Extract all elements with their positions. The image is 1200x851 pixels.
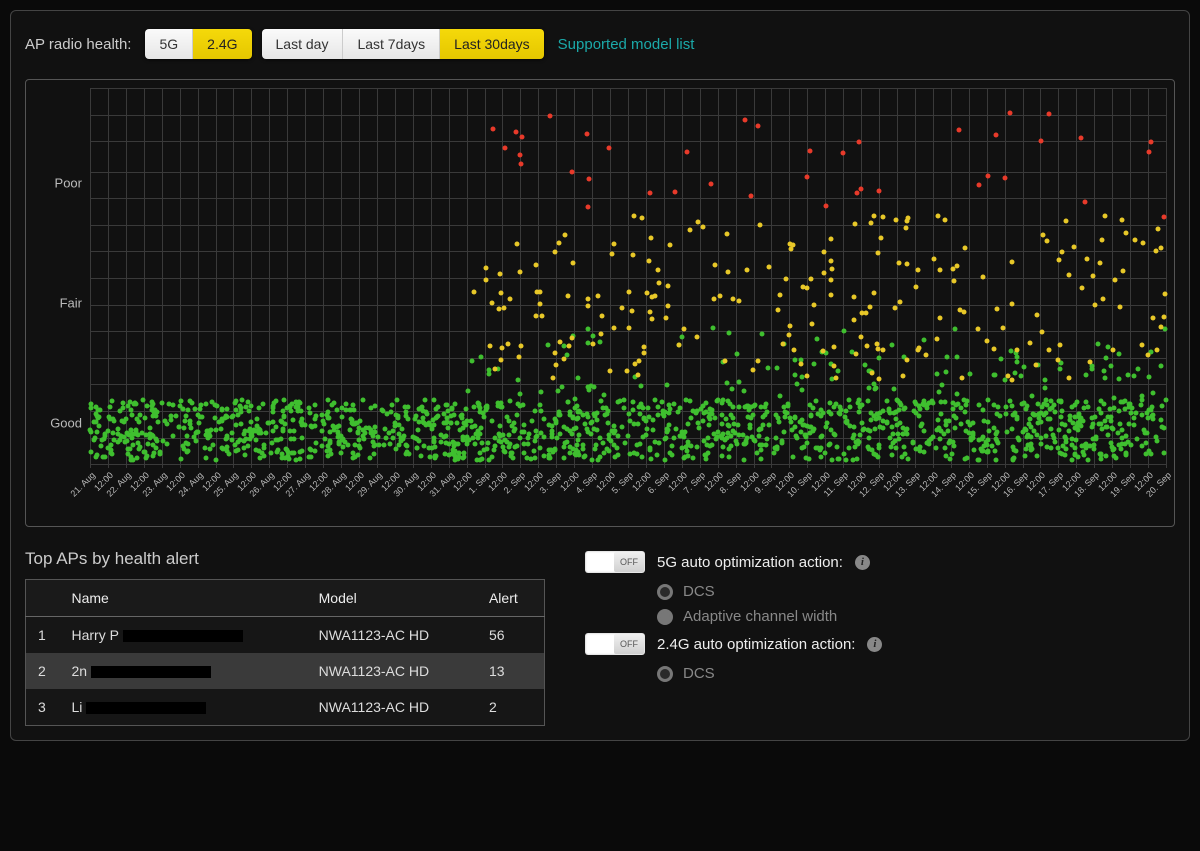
radio-icon: [657, 584, 673, 600]
y-axis-label: Fair: [60, 296, 82, 311]
filter-label: AP radio health:: [25, 36, 131, 53]
top-aps-table: NameModelAlert 1Harry P NWA1123-AC HD562…: [25, 579, 545, 726]
bottom-section: Top APs by health alert NameModelAlert 1…: [25, 549, 1175, 726]
table-column-header: Name: [60, 580, 307, 617]
range-btn-last-day[interactable]: Last day: [262, 29, 344, 59]
radio-option[interactable]: DCS: [657, 665, 1175, 682]
toggle-switch[interactable]: OFF: [585, 551, 645, 573]
info-icon[interactable]: i: [855, 555, 870, 570]
health-scatter-chart: Poor Fair Good 21. Aug12:0022. Aug12:0023.…: [25, 79, 1175, 527]
table-header-row: NameModelAlert: [26, 580, 545, 617]
range-btn-last-30days[interactable]: Last 30days: [440, 29, 544, 59]
filter-bar: AP radio health: 5G2.4G Last dayLast 7da…: [25, 29, 1175, 59]
optimization-label: 2.4G auto optimization action:: [657, 636, 855, 653]
table-title: Top APs by health alert: [25, 549, 545, 569]
optimization-row: OFF 2.4G auto optimization action: i: [585, 633, 1175, 655]
radio-option[interactable]: DCS: [657, 583, 1175, 600]
chart-y-axis: Poor Fair Good: [34, 88, 90, 518]
ap-radio-health-panel: AP radio health: 5G2.4G Last dayLast 7da…: [10, 10, 1190, 741]
radio-icon: [657, 666, 673, 682]
band-btn-5g[interactable]: 5G: [145, 29, 193, 59]
table-row[interactable]: 22n NWA1123-AC HD13: [26, 653, 545, 689]
info-icon[interactable]: i: [867, 637, 882, 652]
optimization-label: 5G auto optimization action:: [657, 554, 843, 571]
range-button-group: Last dayLast 7daysLast 30days: [262, 29, 544, 59]
y-axis-label: Good: [50, 416, 82, 431]
toggle-switch[interactable]: OFF: [585, 633, 645, 655]
redacted-text: [86, 702, 206, 714]
chart-x-axis: 21. Aug12:0022. Aug12:0023. Aug12:0024. …: [90, 468, 1166, 518]
y-axis-label: Poor: [55, 175, 82, 190]
band-btn-2.4g[interactable]: 2.4G: [193, 29, 251, 59]
table-column-header: [26, 580, 60, 617]
redacted-text: [123, 630, 243, 642]
chart-plot-area: [90, 88, 1166, 468]
table-row[interactable]: 3Li NWA1123-AC HD2: [26, 689, 545, 726]
band-button-group: 5G2.4G: [145, 29, 251, 59]
range-btn-last-7days[interactable]: Last 7days: [343, 29, 440, 59]
table-column-header: Model: [307, 580, 477, 617]
table-column-header: Alert: [477, 580, 545, 617]
supported-model-link[interactable]: Supported model list: [558, 36, 695, 53]
table-row[interactable]: 1Harry P NWA1123-AC HD56: [26, 617, 545, 654]
redacted-text: [91, 666, 211, 678]
radio-icon: [657, 609, 673, 625]
radio-option[interactable]: Adaptive channel width: [657, 608, 1175, 625]
optimization-column: OFF 5G auto optimization action: i DCS Adapt…: [585, 549, 1175, 690]
optimization-row: OFF 5G auto optimization action: i: [585, 551, 1175, 573]
table-body: 1Harry P NWA1123-AC HD5622n NWA1123-AC H…: [26, 617, 545, 726]
